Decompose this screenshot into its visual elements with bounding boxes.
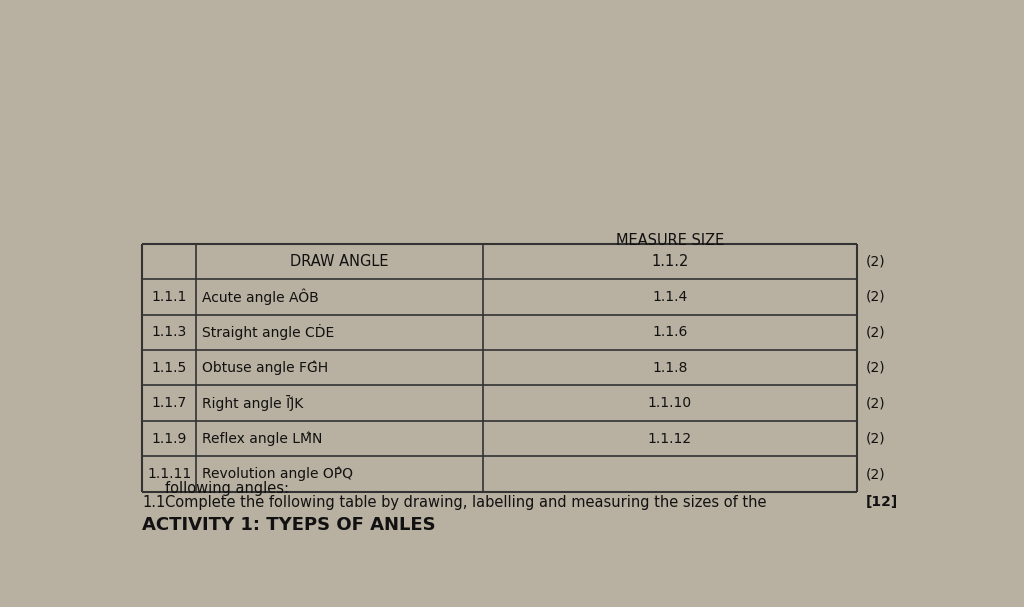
Text: Obtuse angle FĜH: Obtuse angle FĜH — [203, 361, 329, 375]
Text: MEASURE SIZE: MEASURE SIZE — [615, 233, 724, 248]
Text: Revolution angle OP̂Q: Revolution angle OP̂Q — [203, 467, 353, 481]
Text: 1.1.6: 1.1.6 — [652, 325, 687, 339]
Text: (2): (2) — [866, 467, 886, 481]
Text: 1.1.11: 1.1.11 — [147, 467, 191, 481]
Text: Right angle ĪJ̌K: Right angle ĪJ̌K — [203, 395, 304, 411]
Text: 1.1: 1.1 — [142, 495, 165, 510]
Text: (2): (2) — [866, 361, 886, 375]
Text: 1.1.10: 1.1.10 — [647, 396, 692, 410]
Text: 1.1.5: 1.1.5 — [152, 361, 186, 375]
Text: [12]: [12] — [866, 495, 898, 509]
Text: Reflex angle LM̂N: Reflex angle LM̂N — [203, 432, 323, 446]
Text: Acute angle AÔB: Acute angle AÔB — [203, 289, 319, 305]
Text: 1.1.8: 1.1.8 — [652, 361, 687, 375]
Text: 1.1.2: 1.1.2 — [651, 254, 688, 269]
Text: 1.1.4: 1.1.4 — [652, 290, 687, 304]
Text: (2): (2) — [866, 290, 886, 304]
Text: (2): (2) — [866, 396, 886, 410]
Text: ACTIVITY 1: TYEPS OF ANLES: ACTIVITY 1: TYEPS OF ANLES — [142, 515, 435, 534]
Text: following angles:: following angles: — [165, 481, 289, 496]
Text: 1.1.7: 1.1.7 — [152, 396, 186, 410]
Text: DRAW ANGLE: DRAW ANGLE — [291, 254, 389, 269]
Text: 1.1.9: 1.1.9 — [152, 432, 186, 446]
Text: (2): (2) — [866, 325, 886, 339]
Text: (2): (2) — [866, 432, 886, 446]
Text: 1.1.3: 1.1.3 — [152, 325, 186, 339]
Text: Straight angle CḊE: Straight angle CḊE — [203, 324, 335, 341]
Text: (2): (2) — [866, 254, 886, 268]
Text: Complete the following table by drawing, labelling and measuring the sizes of th: Complete the following table by drawing,… — [165, 495, 767, 510]
Text: 1.1.1: 1.1.1 — [152, 290, 186, 304]
Text: 1.1.12: 1.1.12 — [647, 432, 692, 446]
